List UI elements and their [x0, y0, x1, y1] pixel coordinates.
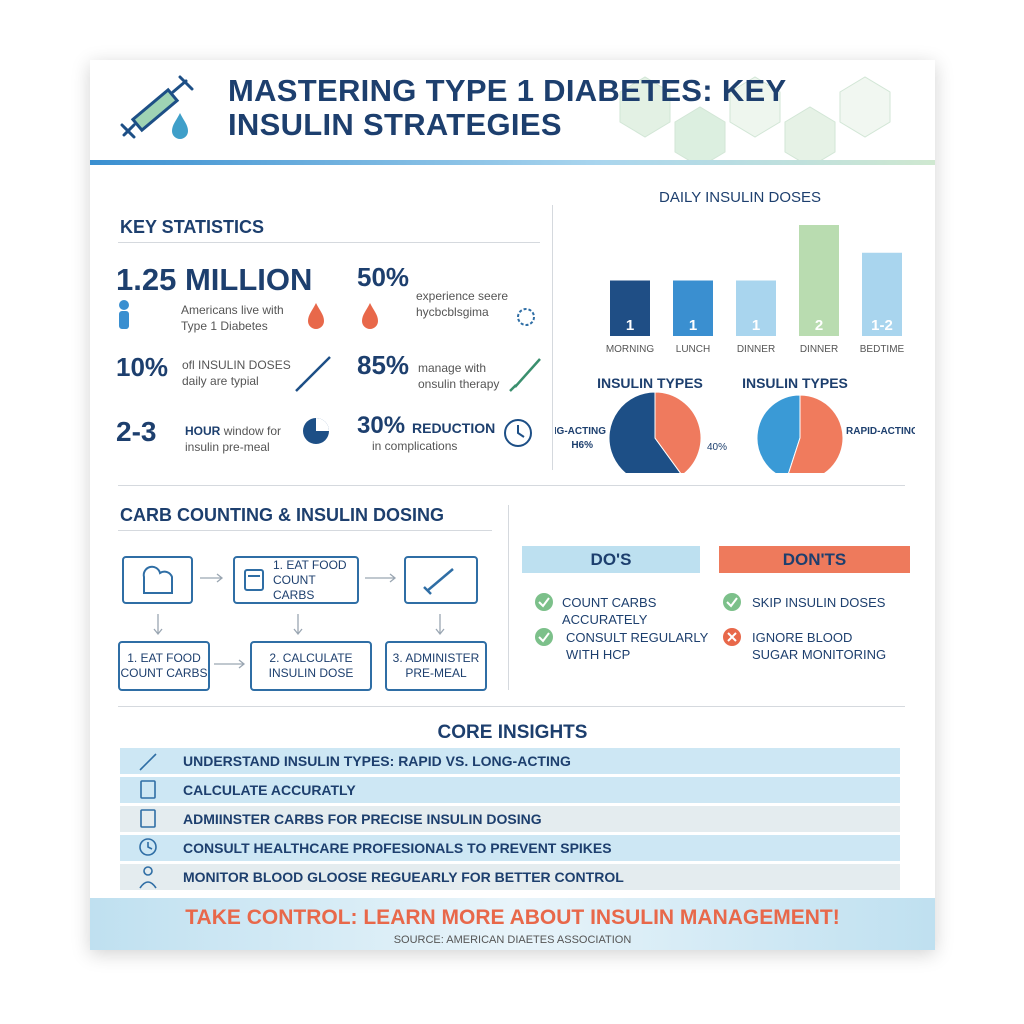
insight-row: CALCULATE ACCURATLY	[120, 777, 900, 803]
insight-row: CONSULT HEALTHCARE PROFESIONALS TO PREVE…	[120, 835, 900, 861]
dos-header: DO'S	[522, 546, 700, 573]
page-title: MASTERING TYPE 1 DIABETES: KEY INSULIN S…	[228, 73, 786, 142]
pie-slice	[788, 394, 844, 473]
flow-step: 1. EAT FOOD COUNT CARBS	[120, 651, 208, 680]
bar	[736, 280, 776, 336]
flow-step-box: 2. CALCULATE INSULIN DOSE	[250, 641, 372, 691]
pie-charts: INSULIN TYPES LONG-ACTING 40% H6% INSULIN TY…	[555, 375, 915, 473]
section-title: CORE INSIGHTS	[437, 722, 588, 743]
header-rule	[90, 160, 935, 165]
stat-value: 50%	[357, 262, 410, 292]
insight: ADMIINSTER CARBS FOR PRECISE INSULIN DOS…	[183, 811, 542, 827]
chart-title: INSULIN TYPES	[742, 375, 848, 391]
stat-text: experience seere hycbcblsgima	[416, 289, 509, 319]
hex-decoration	[619, 76, 891, 162]
status-icons	[535, 593, 741, 646]
section-title: CARB COUNTING & INSULIN DOSING	[120, 505, 444, 525]
footer-band	[90, 898, 935, 950]
dont-item: IGNORE BLOOD SUGAR MONITORING	[752, 630, 887, 662]
slice-label: LONG-ACTING	[555, 426, 606, 437]
bar	[799, 225, 839, 336]
insight: CALCULATE ACCURATLY	[183, 782, 356, 798]
do-item: CONSULT REGULARLY WITH HCP	[566, 630, 709, 662]
stat-label: HOUR	[185, 424, 221, 438]
calculator-icon	[244, 569, 264, 591]
slice-annotation: H6%	[571, 440, 593, 451]
bar-value-label: 1	[689, 317, 697, 334]
flow-step: 1. EAT FOOD COUNT CARBS	[273, 557, 347, 602]
stat-value: 2-3	[116, 416, 157, 447]
chart-title: INSULIN TYPES	[597, 375, 703, 391]
divider	[508, 505, 509, 690]
stat-value: 1.25 MILLION	[116, 262, 313, 297]
bar	[862, 252, 902, 336]
bar	[610, 280, 650, 336]
insight-row: ADMIINSTER CARBS FOR PRECISE INSULIN DOS…	[120, 806, 900, 832]
x-tick-label: LUNCH	[676, 344, 710, 355]
source: SOURCE: AMERICAN DIAETES ASSOCIATION	[393, 934, 632, 946]
flow-icon-box	[404, 556, 478, 604]
rule	[118, 530, 492, 531]
stat-value: 85%	[357, 350, 410, 380]
bar-value-label: 2	[815, 317, 823, 334]
flow-step-box: 1. EAT FOOD COUNT CARBS	[233, 556, 359, 604]
flow-arrows	[153, 573, 445, 669]
donts-header: DON'TS	[719, 546, 910, 573]
bar-value-label: 1	[626, 317, 634, 334]
insight: MONITOR BLOOD GLOOSE REGUEARLY FOR BETTE…	[183, 869, 624, 885]
stat-label: REDUCTION	[412, 420, 496, 436]
x-tick-label: DINNER	[800, 344, 838, 355]
stat-value: 30%	[357, 412, 406, 439]
syringe-icon	[423, 568, 454, 595]
insight-icons	[139, 753, 157, 889]
insight-row: MONITOR BLOOD GLOOSE REGUEARLY FOR BETTE…	[120, 864, 900, 890]
rule	[118, 706, 905, 707]
bread-icon	[142, 565, 173, 594]
x-tick-label: DINNER	[737, 344, 775, 355]
stat-text: Americans live with Type 1 Diabetes	[181, 303, 284, 333]
slice-value-label: 40%	[707, 442, 727, 453]
stat-text-group: HOUR window for insulin pre-meal	[185, 423, 295, 455]
bar-value-label: 1	[752, 317, 760, 334]
slice-label: RAPID-ACTING	[846, 426, 915, 437]
pie-slice	[756, 394, 801, 473]
pie-slice	[608, 391, 682, 473]
flow-step: 2. CALCULATE INSULIN DOSE	[268, 651, 354, 680]
stat-text: manage with onsulin therapy	[418, 361, 500, 391]
stat-text: ofl INSULIN DOSES daily are typial	[182, 358, 291, 388]
x-tick-label: BEDTIME	[860, 344, 905, 355]
insight: CONSULT HEALTHCARE PROFESIONALS TO PREVE…	[183, 840, 612, 856]
call-to-action: TAKE CONTROL: LEARN MORE ABOUT INSULIN M…	[185, 906, 840, 929]
syringe-icon	[120, 75, 194, 139]
insight: UNDERSTAND INSULIN TYPES: RAPID VS. LONG…	[183, 753, 571, 769]
stat-value: 10%	[116, 352, 169, 382]
chart-title: DAILY INSULIN DOSES	[659, 189, 821, 206]
pie-slice	[654, 391, 702, 473]
bar-value-label: 1-2	[871, 317, 893, 334]
stat-icons	[119, 300, 541, 447]
rule	[118, 242, 540, 243]
flow-step-box: 3. ADMINISTER PRE-MEAL	[385, 641, 487, 691]
do-item: COUNT CARBS ACCURATELY	[562, 595, 657, 627]
stat-text: window for insulin pre-meal	[185, 424, 282, 454]
rule	[118, 485, 905, 486]
divider	[552, 205, 553, 470]
x-tick-label: MORNING	[606, 344, 655, 355]
bar	[673, 280, 713, 336]
flow-step-box: 1. EAT FOOD COUNT CARBS	[118, 641, 210, 691]
dont-item: SKIP INSULIN DOSES	[752, 595, 886, 610]
section-title: KEY STATISTICS	[120, 217, 265, 237]
insight-row: UNDERSTAND INSULIN TYPES: RAPID VS. LONG…	[120, 748, 900, 774]
bar-chart: DAILY INSULIN DOSES 1 MORNING 1 LUNCH 1 DINNER…	[606, 189, 905, 355]
stat-text: in complications	[372, 439, 458, 453]
flow-step: 3. ADMINISTER PRE-MEAL	[392, 651, 480, 680]
flow-icon-box	[122, 556, 193, 604]
